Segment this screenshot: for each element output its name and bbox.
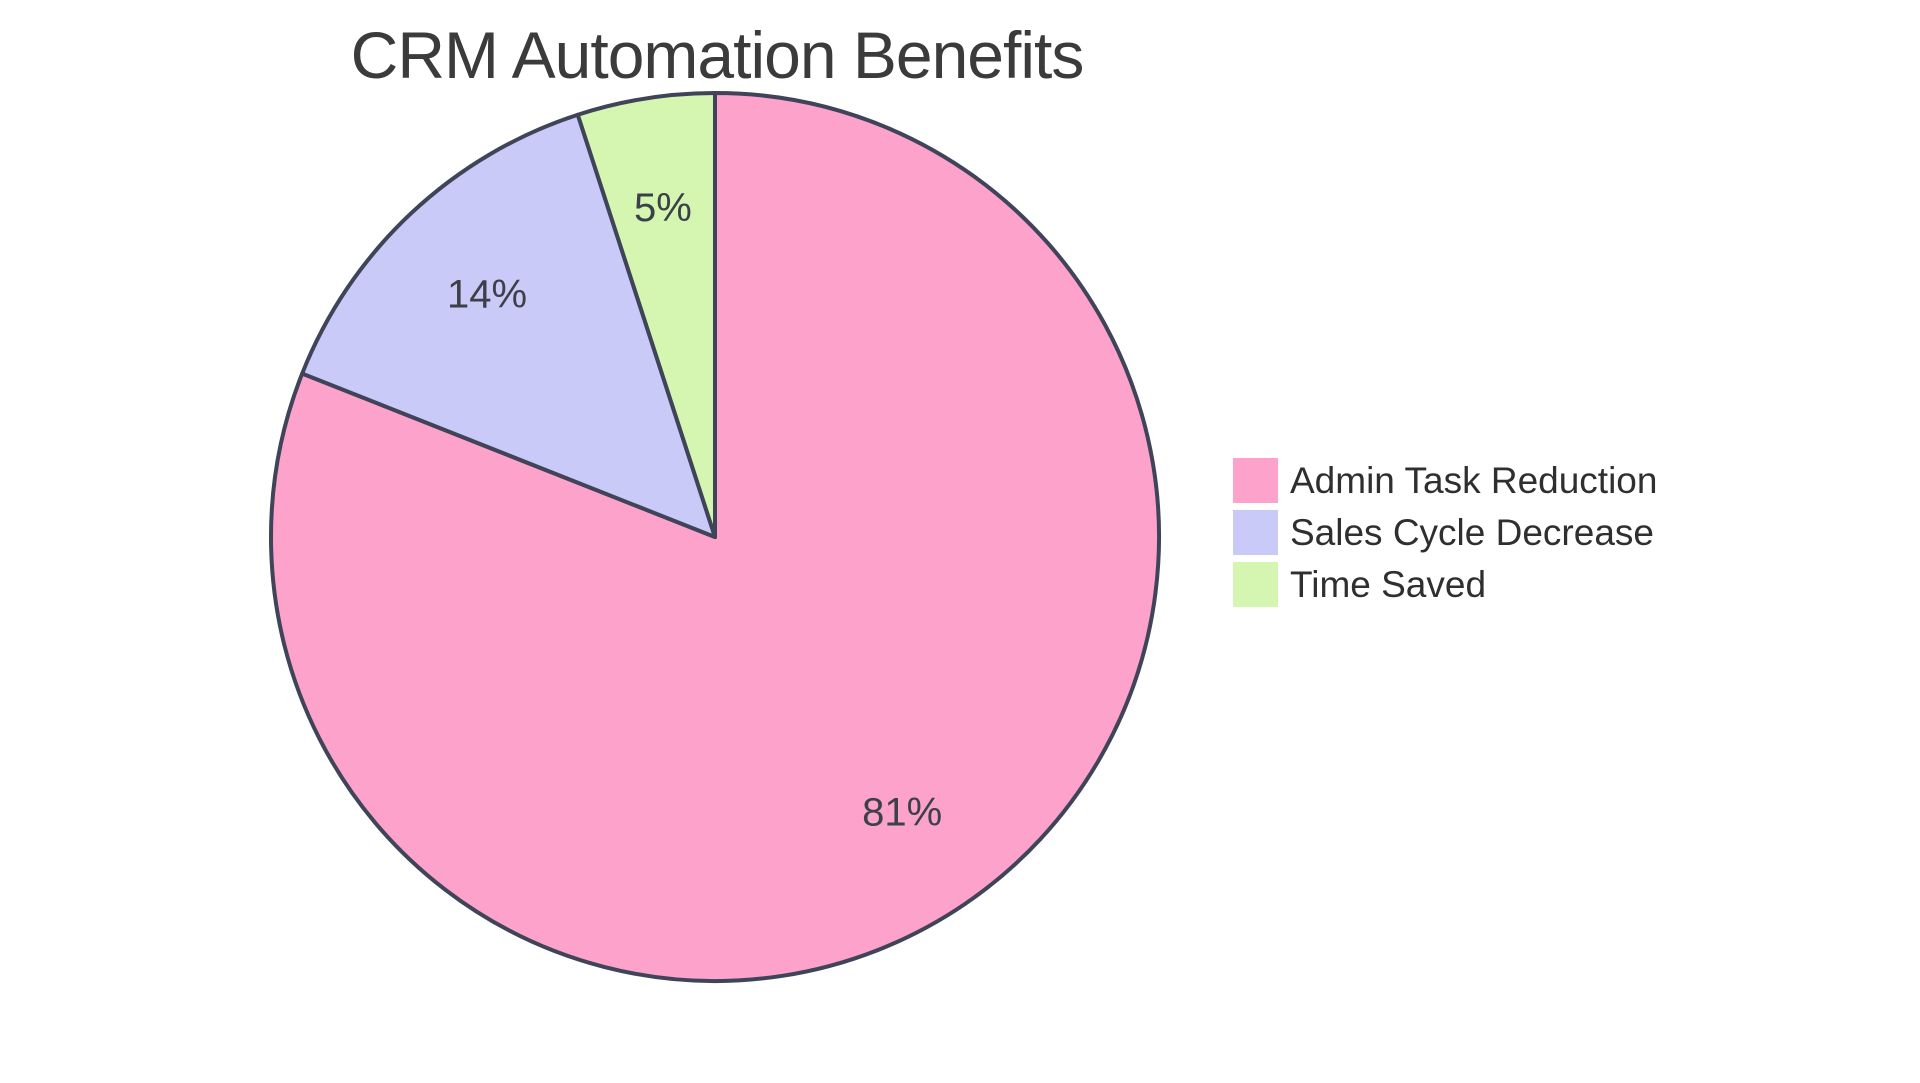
legend-swatch xyxy=(1233,562,1278,607)
legend-item-sales-cycle-decrease[interactable]: Sales Cycle Decrease xyxy=(1233,510,1657,555)
pie-slice-time-saved[interactable] xyxy=(575,91,717,539)
legend-label: Sales Cycle Decrease xyxy=(1290,512,1654,553)
legend-swatch xyxy=(1233,510,1278,555)
legend-label: Time Saved xyxy=(1290,564,1487,605)
pie-slice-percent-label: 5% xyxy=(634,186,692,230)
legend-item-admin-task-reduction[interactable]: Admin Task Reduction xyxy=(1233,458,1657,503)
chart-title: CRM Automation Benefits xyxy=(350,18,1085,92)
legend: Admin Task Reduction Sales Cycle Decreas… xyxy=(1233,458,1657,607)
pie-slice-percent-label: 81% xyxy=(862,790,942,834)
pie-slice-percent-label: 14% xyxy=(447,272,527,316)
legend-item-time-saved[interactable]: Time Saved xyxy=(1233,562,1657,607)
legend-label: Admin Task Reduction xyxy=(1290,460,1658,501)
legend-swatch xyxy=(1233,458,1278,503)
